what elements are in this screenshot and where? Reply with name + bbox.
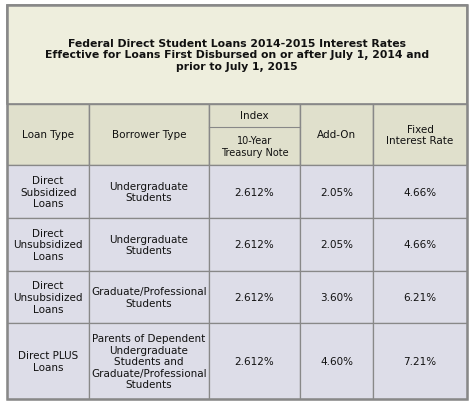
Text: Direct PLUS
Loans: Direct PLUS Loans: [18, 350, 78, 372]
Bar: [373, 104, 467, 166]
Bar: [301, 218, 373, 271]
Text: 4.60%: 4.60%: [320, 356, 353, 366]
Bar: [209, 324, 301, 399]
Bar: [89, 218, 209, 271]
Text: Direct
Unsubsidized
Loans: Direct Unsubsidized Loans: [13, 281, 83, 314]
Text: 2.612%: 2.612%: [235, 292, 274, 302]
Text: Undergraduate
Students: Undergraduate Students: [109, 181, 189, 203]
Text: 4.66%: 4.66%: [403, 240, 437, 250]
Text: Undergraduate
Students: Undergraduate Students: [109, 234, 189, 256]
Text: Direct
Subsidized
Loans: Direct Subsidized Loans: [20, 176, 76, 209]
Bar: [373, 324, 467, 399]
Text: Loan Type: Loan Type: [22, 130, 74, 140]
Text: Federal Direct Student Loans 2014-2015 Interest Rates
Effective for Loans First : Federal Direct Student Loans 2014-2015 I…: [45, 38, 429, 72]
Bar: [7, 218, 89, 271]
Text: 2.05%: 2.05%: [320, 240, 353, 250]
Bar: [7, 6, 467, 104]
Bar: [89, 271, 209, 324]
Text: 2.612%: 2.612%: [235, 356, 274, 366]
Text: Borrower Type: Borrower Type: [112, 130, 186, 140]
Text: Parents of Dependent
Undergraduate
Students and
Graduate/Professional
Students: Parents of Dependent Undergraduate Stude…: [91, 333, 207, 389]
Text: Index: Index: [240, 111, 269, 121]
Text: 4.66%: 4.66%: [403, 187, 437, 197]
Bar: [373, 218, 467, 271]
Text: 2.612%: 2.612%: [235, 240, 274, 250]
Bar: [209, 271, 301, 324]
Text: Direct
Unsubsidized
Loans: Direct Unsubsidized Loans: [13, 228, 83, 261]
Bar: [301, 104, 373, 166]
Bar: [301, 271, 373, 324]
Text: 3.60%: 3.60%: [320, 292, 353, 302]
Text: Add-On: Add-On: [317, 130, 356, 140]
Bar: [209, 166, 301, 218]
Text: 7.21%: 7.21%: [403, 356, 437, 366]
Text: Fixed
Interest Rate: Fixed Interest Rate: [386, 124, 454, 146]
Bar: [301, 166, 373, 218]
Text: 2.612%: 2.612%: [235, 187, 274, 197]
Text: 2.05%: 2.05%: [320, 187, 353, 197]
Bar: [373, 166, 467, 218]
Bar: [89, 104, 209, 166]
Bar: [7, 271, 89, 324]
Text: 6.21%: 6.21%: [403, 292, 437, 302]
Bar: [209, 104, 301, 166]
Bar: [7, 166, 89, 218]
Bar: [209, 218, 301, 271]
Text: Graduate/Professional
Students: Graduate/Professional Students: [91, 286, 207, 308]
Bar: [89, 166, 209, 218]
Bar: [7, 324, 89, 399]
Bar: [7, 104, 89, 166]
Text: 10-Year
Treasury Note: 10-Year Treasury Note: [221, 136, 288, 158]
Bar: [89, 324, 209, 399]
Bar: [373, 271, 467, 324]
Bar: [301, 324, 373, 399]
